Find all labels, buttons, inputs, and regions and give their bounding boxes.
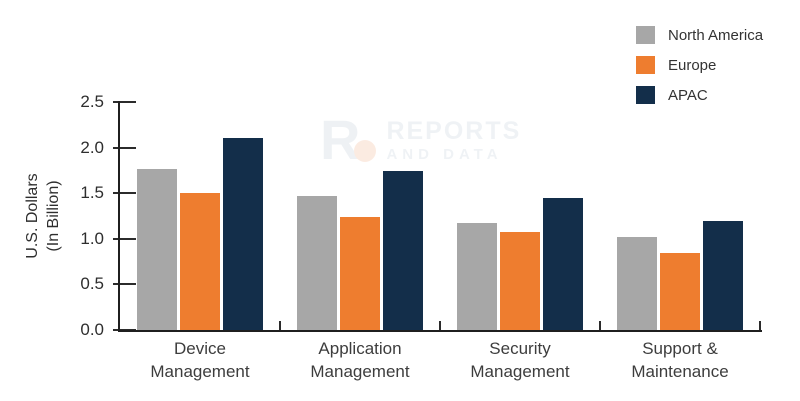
legend-label: North America [668, 26, 764, 44]
y-tick-label: 1.5 [80, 183, 104, 203]
bar-europe-device-management [180, 193, 220, 330]
legend-item-apac: APAC [636, 86, 763, 104]
bar-north-america-security-management [457, 223, 497, 330]
legend-swatch-europe [636, 56, 655, 74]
legend: North America Europe APAC [636, 26, 763, 116]
watermark-line1: REPORTS [386, 117, 522, 145]
y-tick-mark [113, 237, 136, 240]
watermark-logo-letter: R [320, 108, 361, 171]
y-tick-label: 2.5 [80, 92, 104, 111]
x-tick-mark [759, 321, 761, 330]
x-tick-mark [599, 321, 601, 330]
legend-swatch-north-america [636, 26, 655, 44]
legend-label: APAC [668, 86, 708, 104]
legend-item-north-america: North America [636, 26, 763, 44]
y-axis-title-line1: U.S. Dollars [24, 173, 41, 259]
x-tick-mark [439, 321, 441, 330]
y-axis-title: U.S. Dollars (In Billion) [22, 100, 66, 332]
y-axis-line [118, 101, 120, 332]
legend-item-europe: Europe [636, 56, 763, 74]
x-category-label-line: Security [489, 339, 551, 358]
x-category-label-line: Maintenance [631, 362, 729, 381]
bar-apac-application-management [383, 171, 423, 330]
x-category-label-security-management: Security Management [440, 337, 600, 383]
x-category-label-line: Management [310, 362, 410, 381]
bar-apac-support-maintenance [703, 220, 743, 330]
y-tick-label: 1.0 [80, 228, 104, 248]
x-category-label-line: Management [470, 362, 570, 381]
x-tick-mark [279, 321, 281, 330]
bar-apac-device-management [223, 138, 263, 330]
x-axis-line [118, 330, 762, 332]
bar-north-america-support-maintenance [617, 236, 657, 330]
watermark: R REPORTS AND DATA [320, 108, 521, 171]
watermark-line2: AND DATA [386, 146, 503, 163]
bar-north-america-device-management [137, 169, 177, 330]
y-axis-title-line2: (In Billion) [45, 180, 62, 252]
bar-europe-support-maintenance [660, 253, 700, 330]
watermark-text: REPORTS AND DATA [386, 117, 521, 163]
x-category-label-line: Support & [642, 339, 718, 358]
x-category-label-line: Application [318, 339, 402, 358]
y-tick-mark [113, 192, 136, 195]
y-tick-label: 2.0 [80, 137, 104, 157]
x-category-label-line: Management [150, 362, 250, 381]
bar-europe-security-management [500, 231, 540, 330]
x-category-label-device-management: Device Management [120, 337, 280, 383]
legend-label: Europe [668, 56, 717, 74]
y-tick-mark [113, 283, 136, 286]
bar-apac-security-management [543, 197, 583, 330]
bar-north-america-application-management [297, 195, 337, 330]
x-category-label-support-maintenance: Support & Maintenance [600, 337, 760, 383]
y-tick-mark [113, 101, 136, 103]
y-tick-mark [113, 146, 136, 149]
y-tick-label: 0.5 [80, 274, 104, 294]
x-category-label-line: Device [174, 339, 226, 358]
bar-europe-application-management [340, 216, 380, 330]
y-tick-label: 0.0 [80, 320, 104, 339]
x-category-label-application-management: Application Management [280, 337, 440, 383]
watermark-logo-dot-icon [354, 140, 377, 162]
legend-swatch-apac [636, 86, 655, 104]
